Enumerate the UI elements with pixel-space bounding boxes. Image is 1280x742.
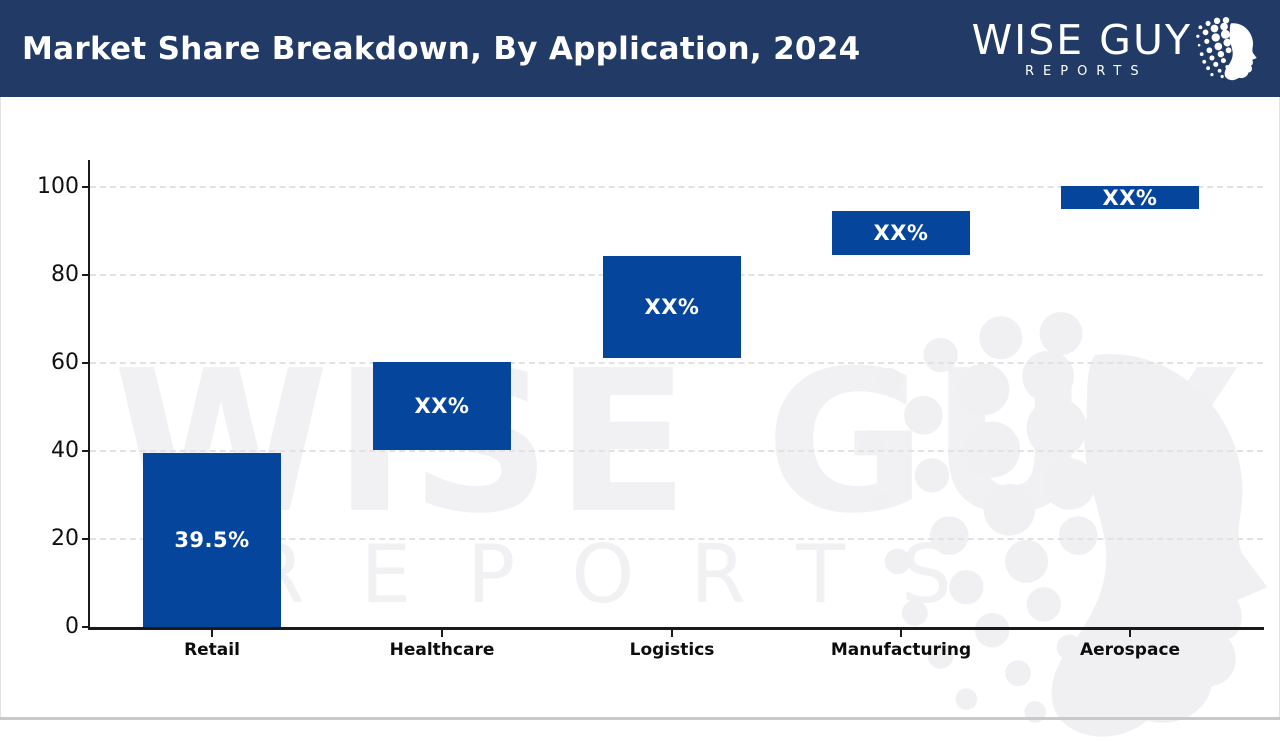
x-axis-label-retail: Retail <box>184 640 240 660</box>
x-axis-label-aerospace: Aerospace <box>1079 640 1181 660</box>
y-tick-mark <box>82 362 90 364</box>
bar-value-label-aerospace: XX% <box>1102 185 1158 210</box>
x-tick-mark <box>441 630 443 637</box>
x-axis-label-manufacturing: Manufacturing <box>830 640 972 660</box>
bar-value-label-logistics: XX% <box>644 295 700 320</box>
page-title: Market Share Breakdown, By Application, … <box>22 30 861 67</box>
y-tick-label: 20 <box>51 526 79 551</box>
brand-logo: WISE GUY REPORTS <box>972 7 1258 91</box>
brand-logo-text: WISE GUY REPORTS <box>971 15 1192 79</box>
y-tick-mark <box>82 450 90 452</box>
y-tick-label: 0 <box>65 614 79 639</box>
x-axis-label-healthcare: Healthcare <box>389 640 495 660</box>
bar-retail: 39.5% <box>143 453 281 627</box>
gridline-40 <box>90 450 1263 452</box>
plot-area: 0 20 40 60 80 100 39.5% Retail XX% Healthcare XX% L… <box>1 97 1280 720</box>
header-bar: Market Share Breakdown, By Application, … <box>0 0 1280 97</box>
y-tick-label: 40 <box>51 438 79 463</box>
x-tick-mark <box>211 630 213 637</box>
bar-logistics: XX% <box>603 256 741 359</box>
y-tick-label: 80 <box>51 262 79 287</box>
x-tick-mark <box>1129 630 1131 637</box>
y-tick-label: 100 <box>37 174 79 199</box>
bottom-border <box>0 717 1280 720</box>
bar-value-label-manufacturing: XX% <box>873 221 929 246</box>
bar-value-label-healthcare: XX% <box>414 393 470 418</box>
bar-value-label-retail: 39.5% <box>174 528 250 553</box>
x-axis-line <box>88 627 1264 630</box>
bar-manufacturing: XX% <box>832 211 970 256</box>
y-tick-mark <box>82 626 90 628</box>
dotted-head-icon <box>1194 7 1258 91</box>
bar-aerospace: XX% <box>1061 185 1199 210</box>
y-tick-mark <box>82 186 90 188</box>
y-tick-mark <box>82 274 90 276</box>
x-tick-mark <box>900 630 902 637</box>
gridline-20 <box>90 538 1263 540</box>
y-tick-mark <box>82 538 90 540</box>
brand-subtitle: REPORTS <box>1024 63 1148 79</box>
y-tick-label: 60 <box>51 350 79 375</box>
gridline-100 <box>90 186 1263 188</box>
chart-canvas: WISE GUY REPORTS 0 20 40 60 80 100 39.5% Retail… <box>0 97 1280 720</box>
brand-name: WISE GUY <box>971 15 1192 64</box>
y-axis-line <box>88 160 90 630</box>
bar-healthcare: XX% <box>373 361 511 450</box>
gridline-60 <box>90 362 1263 364</box>
x-axis-label-logistics: Logistics <box>629 640 715 660</box>
x-tick-mark <box>671 630 673 637</box>
